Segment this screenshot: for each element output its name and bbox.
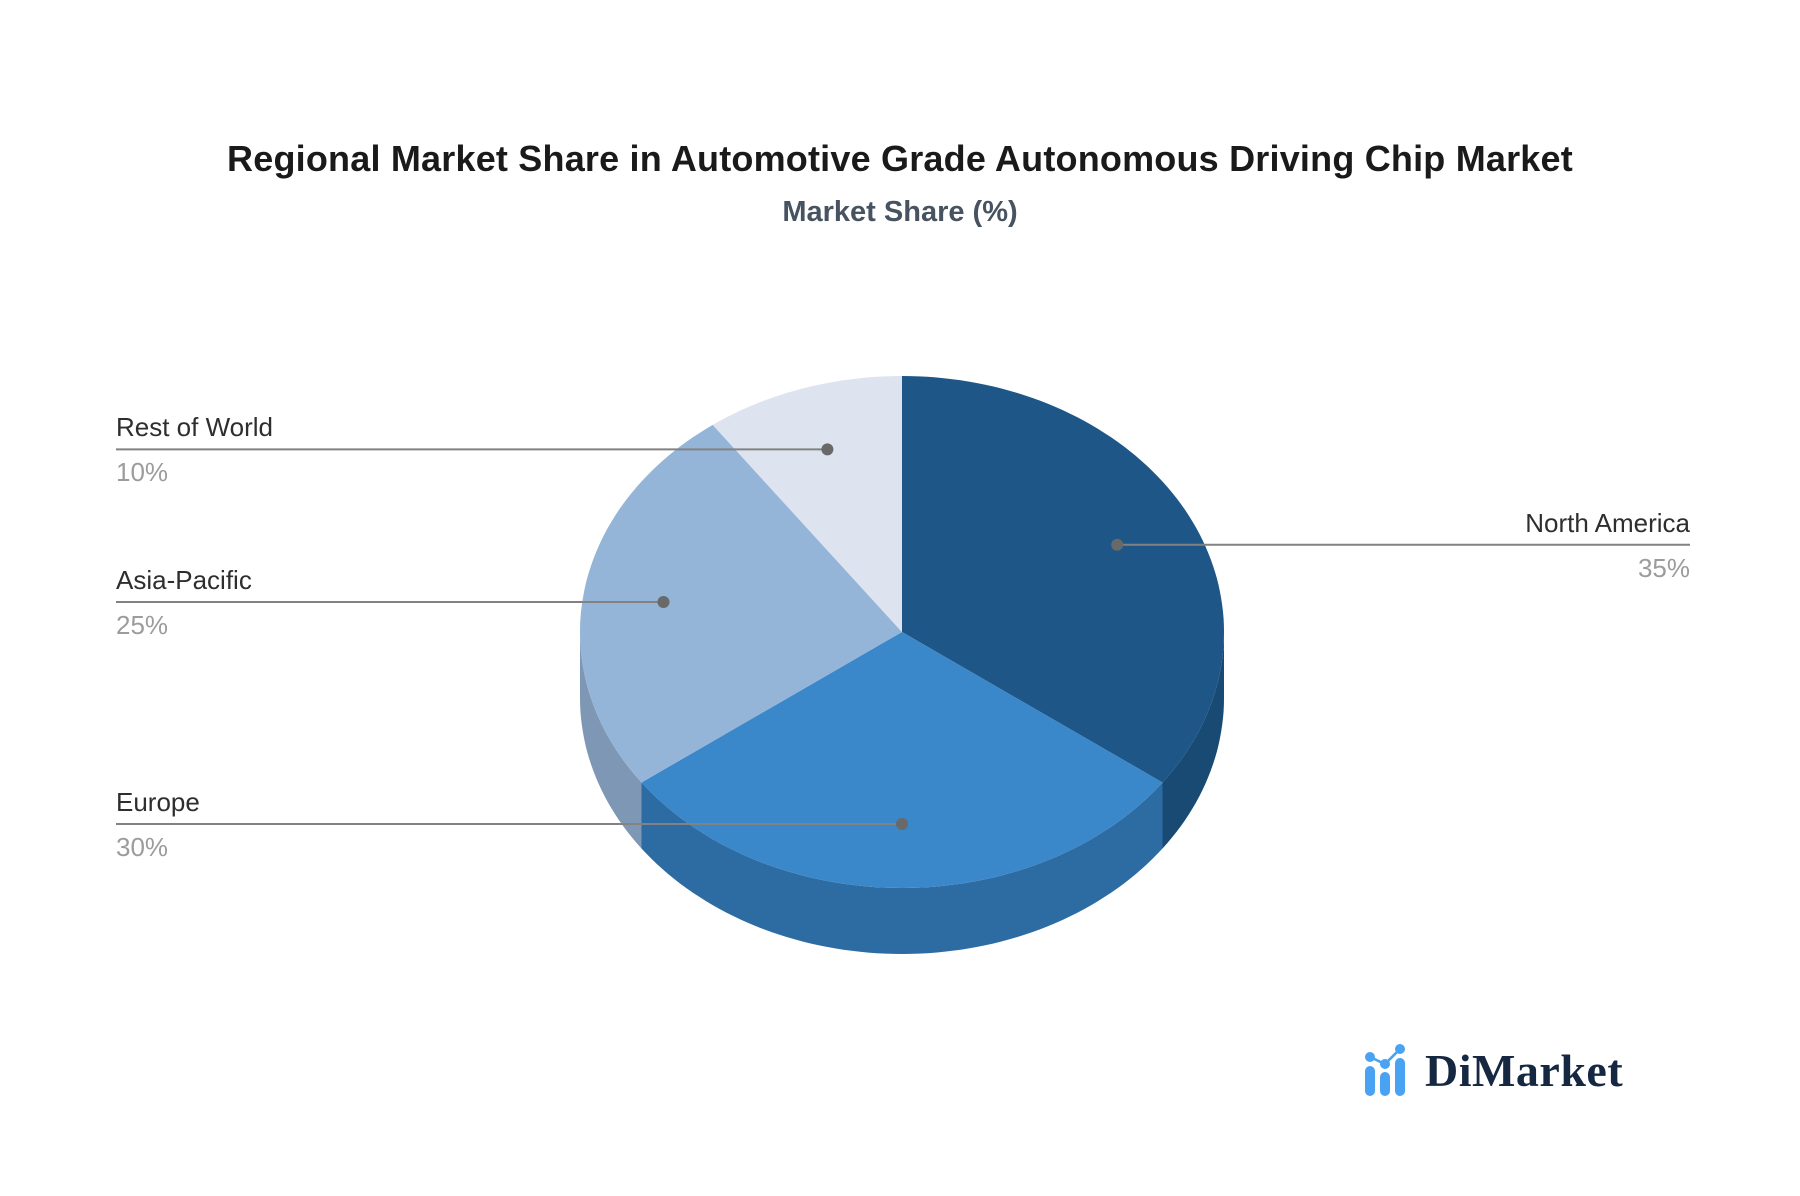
slice-pct-north-america: 35% [1637, 552, 1690, 583]
dimarket-logo: DiMarket [1363, 1040, 1623, 1096]
slice-label-europe: Europe [116, 787, 200, 817]
slice-pct-asia-pacific: 25% [116, 609, 169, 640]
chart-subtitle: Market Share (%) [782, 196, 1018, 228]
leader-dot-asia-pacific [657, 596, 670, 608]
logo-text: DiMarket [1425, 1045, 1624, 1096]
pie-slice-asia-pacific[interactable] [580, 424, 902, 783]
pie-slice-north-america[interactable] [902, 376, 1224, 783]
pie-slice-side-north-america [1162, 632, 1224, 849]
bar-chart-icon [1365, 1044, 1405, 1096]
pie-slice-rest-of-world[interactable] [712, 376, 902, 632]
leader-dot-north-america [1111, 538, 1124, 551]
slice-pct-europe: 30% [116, 832, 169, 862]
leader-dot-rest-of-world [821, 443, 834, 456]
leader-dot-europe [896, 818, 908, 830]
pie-slice-side-europe [641, 782, 1163, 954]
pie-slice-side-asia-pacific [580, 632, 642, 849]
slice-label-rest-of-world: Rest of World [116, 412, 274, 443]
chart-title: Regional Market Share in Automotive Grad… [227, 138, 1573, 179]
slice-label-north-america: North America [1525, 507, 1690, 538]
slice-label-asia-pacific: Asia-Pacific [116, 564, 252, 595]
slice-pct-rest-of-world: 10% [116, 457, 169, 488]
